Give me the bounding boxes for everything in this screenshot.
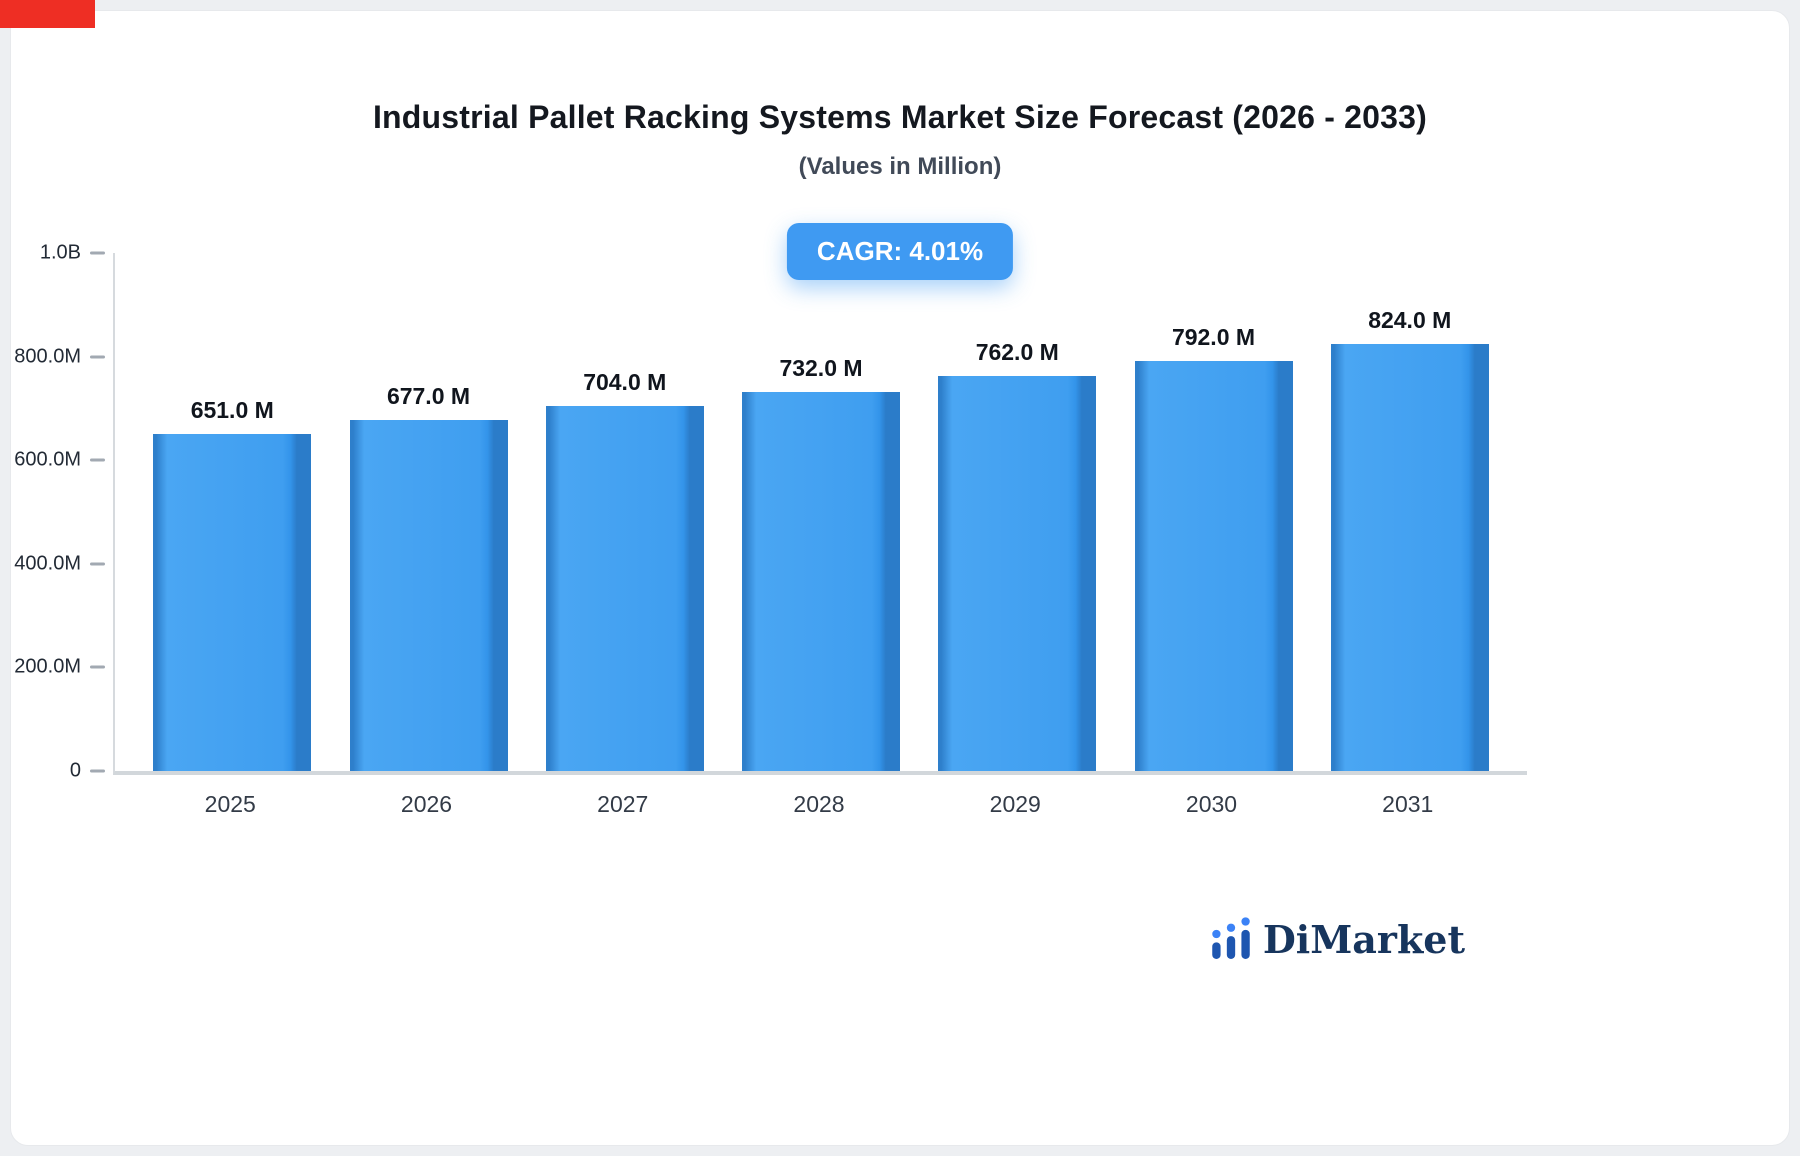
- x-axis-label: 2029: [989, 791, 1041, 817]
- dimarket-logo: DiMarket: [1211, 909, 1465, 959]
- y-tick: 400.0M: [14, 552, 105, 575]
- bar-column: 704.0 M: [545, 253, 704, 771]
- chart-card: Industrial Pallet Racking Systems Market…: [10, 10, 1790, 1146]
- bar-value-label: 651.0 M: [190, 396, 274, 423]
- bar-value-label: 792.0 M: [1171, 323, 1256, 350]
- bar-column: 824.0 M: [1330, 253, 1489, 771]
- bar-value-label: 824.0 M: [1368, 307, 1452, 334]
- plot-area: 651.0 M 677.0 M 704.0 M 732.0 M 762.0 M 792.0…: [113, 253, 1527, 775]
- logo-text: DiMarket: [1262, 917, 1465, 962]
- y-tick-mark: [90, 769, 105, 773]
- bar: [349, 420, 508, 771]
- y-tick-mark: [90, 562, 105, 566]
- y-tick: 800.0M: [14, 345, 105, 368]
- bar-value-label: 704.0 M: [583, 369, 667, 396]
- bar: [1330, 344, 1489, 771]
- y-axis: 1.0B 800.0M 600.0M 400.0M 200.0M 0: [11, 242, 113, 782]
- y-tick-mark: [90, 458, 105, 462]
- y-tick-label: 1.0B: [39, 241, 81, 264]
- chart-title: Industrial Pallet Racking Systems Market…: [372, 99, 1428, 135]
- y-tick: 0: [70, 760, 105, 783]
- x-axis-label: 2027: [597, 791, 649, 817]
- bar-column: 732.0 M: [742, 253, 900, 771]
- y-tick-label: 600.0M: [14, 448, 81, 471]
- red-corner-marker: [0, 0, 95, 28]
- bar-column: 651.0 M: [153, 253, 312, 771]
- bar: [545, 406, 704, 771]
- x-axis-label: 2025: [204, 791, 256, 817]
- bar: [153, 433, 312, 771]
- bar-column: 762.0 M: [938, 253, 1097, 771]
- x-labels: 2025 2026 2027 2028 2029 2030 2031: [113, 791, 1525, 818]
- y-tick-label: 0: [69, 759, 81, 782]
- bar-column: 677.0 M: [349, 253, 508, 771]
- y-tick-mark: [90, 355, 105, 359]
- bar: [938, 376, 1097, 771]
- bar-chart-icon: [1211, 909, 1251, 959]
- y-tick-label: 800.0M: [14, 345, 81, 368]
- chart-subtitle: (Values in Million): [798, 153, 1002, 180]
- y-tick-label: 400.0M: [14, 552, 81, 575]
- y-tick: 200.0M: [14, 656, 105, 679]
- bar-value-label: 732.0 M: [779, 354, 863, 381]
- bar-value-label: 762.0 M: [975, 339, 1059, 366]
- bar-column: 792.0 M: [1134, 253, 1293, 771]
- bar-value-label: 677.0 M: [386, 383, 471, 410]
- cagr-badge: CAGR: 4.01%: [786, 223, 1014, 280]
- y-tick: 1.0B: [40, 242, 105, 265]
- bars: 651.0 M 677.0 M 704.0 M 732.0 M 762.0 M 792.0…: [115, 253, 1527, 771]
- x-axis-label: 2030: [1185, 791, 1238, 817]
- x-axis-label: 2026: [400, 791, 453, 817]
- bar: [1134, 360, 1293, 771]
- bar: [742, 391, 900, 771]
- x-axis-label: 2028: [793, 791, 845, 817]
- y-tick: 600.0M: [14, 449, 105, 472]
- x-axis-label: 2031: [1382, 791, 1434, 817]
- y-tick-mark: [90, 665, 105, 669]
- y-tick-mark: [90, 251, 105, 255]
- y-tick-label: 200.0M: [14, 655, 81, 678]
